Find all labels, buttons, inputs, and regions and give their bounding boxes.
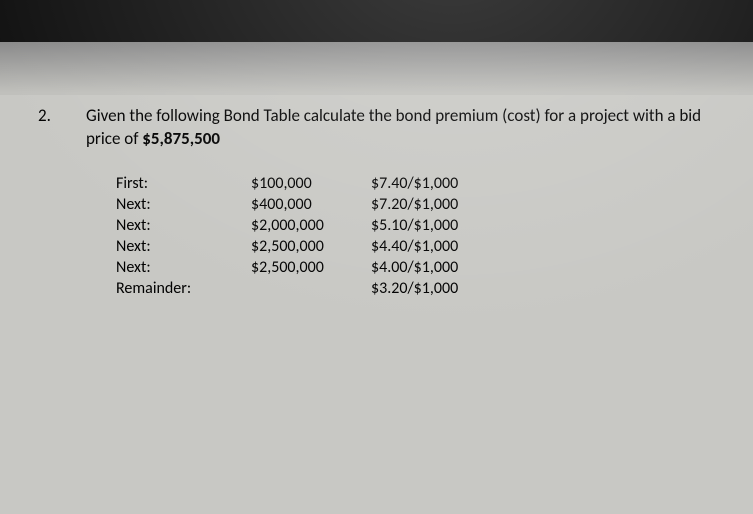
tier-label: Remainder: (116, 278, 251, 299)
tier-amount: $400,000 (251, 194, 371, 215)
table-row: Next: $2,500,000 $4.40/$1,000 (116, 236, 511, 257)
screen-top-bezel (0, 0, 753, 42)
table-row: Next: $2,000,000 $5.10/$1,000 (116, 215, 511, 236)
tier-rate: $5.10/$1,000 (371, 215, 511, 236)
tier-rate: $7.20/$1,000 (371, 194, 511, 215)
tier-label: Next: (116, 194, 251, 215)
document-page: 2. Given the following Bond Table calcul… (0, 95, 753, 514)
tier-amount: $100,000 (251, 173, 371, 194)
bid-price: $5,875,500 (142, 128, 220, 149)
tier-amount: $2,500,000 (251, 257, 371, 278)
tier-amount: $2,500,000 (251, 236, 371, 257)
tier-label: Next: (116, 257, 251, 278)
table-row: Next: $400,000 $7.20/$1,000 (116, 194, 511, 215)
tier-label: Next: (116, 236, 251, 257)
tier-label: Next: (116, 215, 251, 236)
tier-rate: $7.40/$1,000 (371, 173, 511, 194)
tier-rate: $3.20/$1,000 (371, 278, 511, 299)
tier-rate: $4.40/$1,000 (371, 236, 511, 257)
tier-amount (251, 278, 371, 299)
question-text: Given the following Bond Table calculate… (86, 105, 715, 151)
question-block: 2. Given the following Bond Table calcul… (38, 105, 715, 299)
question-body: Given the following Bond Table calculate… (86, 105, 715, 299)
tier-amount: $2,000,000 (251, 215, 371, 236)
table-row: Remainder: $3.20/$1,000 (116, 278, 511, 299)
bond-table: First: $100,000 $7.40/$1,000 Next: $400,… (116, 173, 511, 299)
question-number: 2. (38, 105, 58, 126)
tier-label: First: (116, 173, 251, 194)
table-row: Next: $2,500,000 $4.00/$1,000 (116, 257, 511, 278)
tier-rate: $4.00/$1,000 (371, 257, 511, 278)
table-row: First: $100,000 $7.40/$1,000 (116, 173, 511, 194)
